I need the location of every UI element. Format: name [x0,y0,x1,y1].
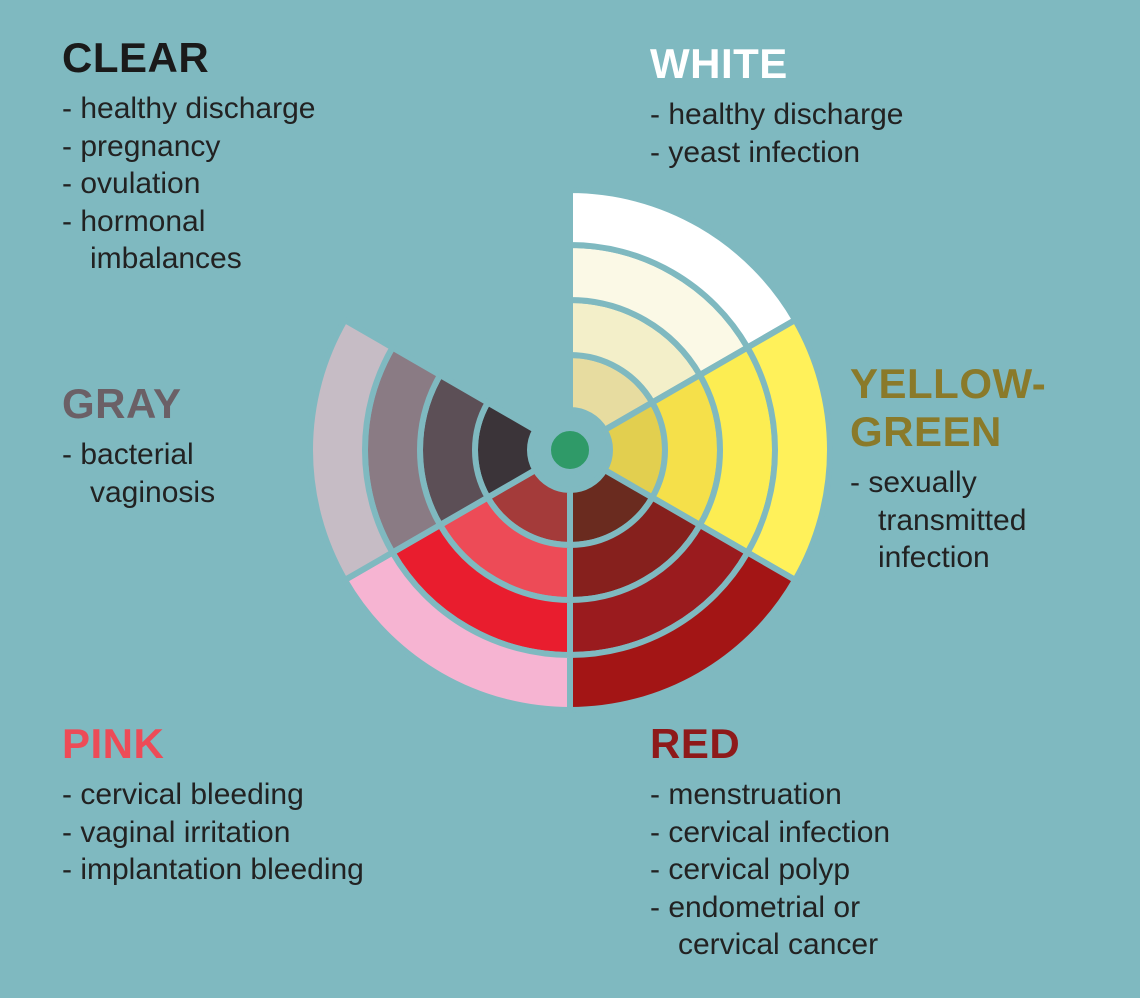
bullets-gray: bacterial vaginosis [62,436,312,511]
list-item: ovulation [62,165,422,203]
heading-red: RED [650,720,1070,768]
list-item: transmitted [850,502,1110,540]
list-item: healthy discharge [650,96,1010,134]
list-item: cervical polyp [650,851,1070,889]
list-item: infection [850,539,1110,577]
heading-pink: PINK [62,720,482,768]
list-item: cervical bleeding [62,776,482,814]
heading-gray: GRAY [62,380,312,428]
list-item: vaginosis [62,474,312,512]
section-gray: GRAY bacterial vaginosis [62,380,312,511]
list-item: bacterial [62,436,312,474]
section-yellowgreen: YELLOW- GREEN sexually transmitted infec… [850,360,1110,577]
list-item: pregnancy [62,128,422,166]
list-item: cervical infection [650,814,1070,852]
heading-yellowgreen: YELLOW- GREEN [850,360,1110,456]
list-item: cervical cancer [650,926,1070,964]
section-white: WHITE healthy discharge yeast infection [650,40,1010,171]
list-item: menstruation [650,776,1070,814]
list-item: endometrial or [650,889,1070,927]
list-item: implantation bleeding [62,851,482,889]
list-item: hormonal [62,203,422,241]
section-red: RED menstruation cervical infection cerv… [650,720,1070,964]
heading-clear: CLEAR [62,34,422,82]
bullets-white: healthy discharge yeast infection [650,96,1010,171]
section-clear: CLEAR healthy discharge pregnancy ovulat… [62,34,422,278]
bullets-yellowgreen: sexually transmitted infection [850,464,1110,577]
list-item: vaginal irritation [62,814,482,852]
bullets-red: menstruation cervical infection cervical… [650,776,1070,964]
heading-white: WHITE [650,40,1010,88]
bullets-pink: cervical bleeding vaginal irritation imp… [62,776,482,889]
list-item: healthy discharge [62,90,422,128]
list-item: imbalances [62,240,422,278]
section-pink: PINK cervical bleeding vaginal irritatio… [62,720,482,889]
bullets-clear: healthy discharge pregnancy ovulation ho… [62,90,422,278]
list-item: sexually [850,464,1110,502]
list-item: yeast infection [650,134,1010,172]
